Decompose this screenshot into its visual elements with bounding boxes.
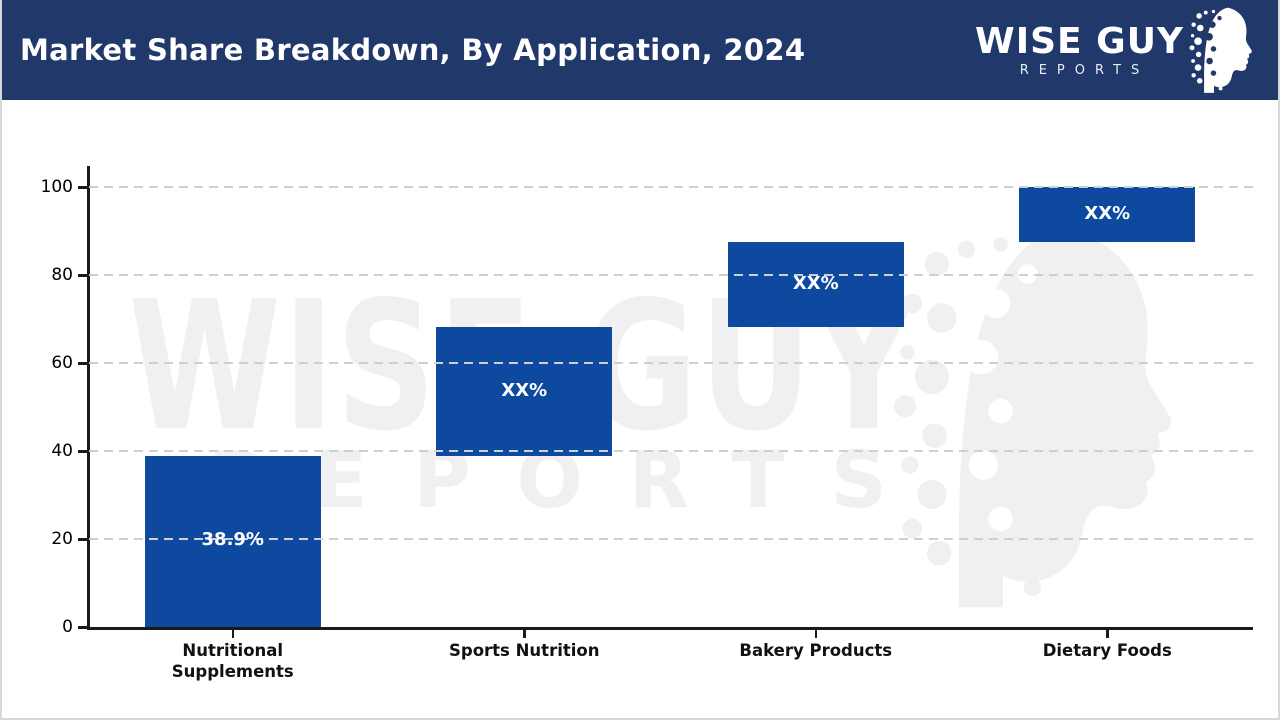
x-tick-3: [1106, 630, 1109, 638]
y-tick-60: [78, 362, 87, 365]
x-category-label-3: Dietary Foods: [1042, 641, 1172, 660]
plot-area: 0 20 40 60 80 100 38.9% Nutritional Supplements…: [0, 100, 1280, 720]
gridline-80: [89, 274, 1253, 276]
y-tick-20: [78, 538, 87, 541]
y-tick-40: [78, 450, 87, 453]
gridline-20: [89, 538, 1253, 540]
y-tick-label-20: 20: [51, 529, 73, 549]
y-axis-line: [87, 166, 90, 630]
y-tick-100: [78, 186, 87, 189]
x-axis-line: [87, 627, 1253, 630]
y-tick-label-0: 0: [62, 617, 73, 637]
bar-value-label-2: XX%: [792, 272, 839, 294]
y-tick-80: [78, 274, 87, 277]
logo-subtext: REPORTS: [1019, 62, 1150, 78]
y-tick-label-80: 80: [51, 265, 73, 285]
y-tick-label-100: 100: [40, 177, 73, 197]
bar-value-label-1: XX%: [501, 379, 548, 401]
y-tick-label-40: 40: [51, 441, 73, 461]
y-tick-0: [78, 626, 87, 629]
x-category-label-2: Bakery Products: [739, 641, 893, 660]
y-tick-label-60: 60: [51, 353, 73, 373]
x-tick-1: [523, 630, 526, 638]
x-tick-2: [814, 630, 818, 638]
header-bar: Market Share Breakdown, By Application, …: [0, 0, 1280, 100]
chart-canvas: WISE GUY REPORTS 0 20 40 60 80 100 38.9% Nutrit…: [0, 100, 1280, 720]
logo-head-icon: [1186, 6, 1264, 94]
gridline-40: [89, 450, 1253, 452]
page-title: Market Share Breakdown, By Application, …: [20, 33, 806, 67]
x-category-label-0: Nutritional Supplements: [171, 641, 294, 682]
x-tick-0: [231, 630, 235, 638]
brand-logo: WISE GUY REPORTS: [975, 6, 1264, 94]
bar-value-label-3: XX%: [1084, 202, 1131, 224]
bar-2: [727, 242, 904, 328]
gridline-100: [89, 186, 1253, 188]
bar-1: [436, 327, 613, 456]
gridline-60: [89, 362, 1253, 364]
bar-value-label-0: 38.9%: [201, 529, 264, 551]
logo-wordmark: WISE GUY: [974, 20, 1184, 62]
x-category-label-1: Sports Nutrition: [449, 641, 600, 660]
bar-0: [144, 455, 321, 627]
